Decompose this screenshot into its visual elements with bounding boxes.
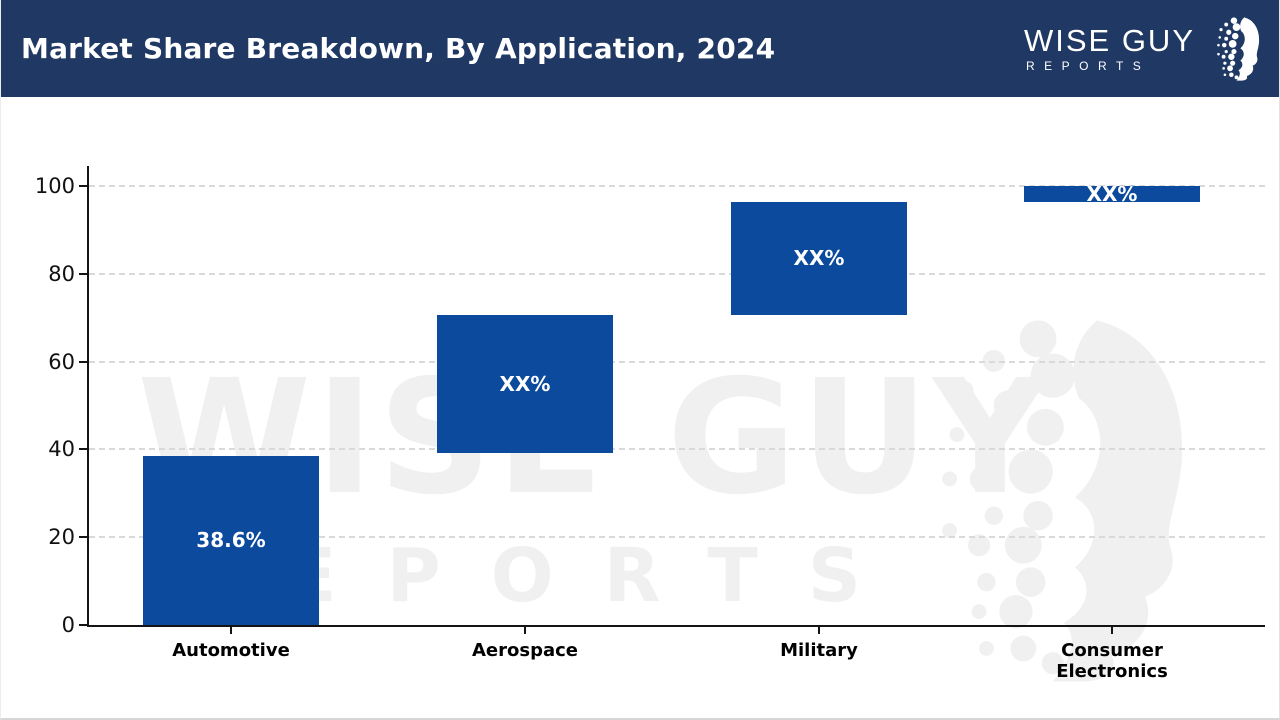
- x-axis-tick: [524, 627, 526, 634]
- x-axis-line: [87, 625, 1265, 627]
- bar-consumer-electronics: XX%: [1024, 186, 1200, 202]
- x-axis-label-military: Military: [780, 640, 858, 661]
- y-axis-tick: [79, 448, 88, 451]
- bar-aerospace: XX%: [437, 315, 613, 453]
- header-bar: Market Share Breakdown, By Application, …: [1, 0, 1279, 97]
- y-axis-tick-label: 20: [48, 525, 75, 550]
- chart-title: Market Share Breakdown, By Application, …: [21, 32, 776, 65]
- bar-value-label: XX%: [1086, 186, 1138, 202]
- x-axis-tick: [230, 627, 232, 634]
- waterfall-chart: WISE GUY REPORTS 02040608010038.6%38.6%A…: [1, 97, 1280, 718]
- y-axis-tick-label: 60: [48, 349, 75, 374]
- y-axis-tick: [79, 624, 88, 626]
- wiseguy-face-icon: [1217, 16, 1260, 81]
- gridline: [89, 536, 1265, 539]
- y-axis-tick-label: 80: [48, 261, 75, 286]
- gridline: [89, 272, 1265, 275]
- bar-automotive: 38.6%: [143, 455, 319, 625]
- y-axis-tick-label: 100: [34, 174, 75, 198]
- logo-text: WISE GUY REPORTS: [1024, 25, 1195, 72]
- gridline: [89, 360, 1265, 363]
- gridline: [89, 448, 1265, 451]
- y-axis-tick-label: 0: [61, 613, 75, 637]
- gridline: [89, 185, 1265, 187]
- bar-value-label: XX%: [793, 246, 845, 271]
- y-axis-line: [87, 166, 89, 627]
- bar-value-label: 38.6%: [196, 528, 266, 553]
- y-axis-tick: [79, 272, 88, 275]
- x-axis-label-consumer-electronics: Consumer Electronics: [1056, 640, 1168, 682]
- y-axis-tick-label: 40: [48, 437, 75, 462]
- x-axis-tick: [1111, 627, 1113, 634]
- x-axis-label-automotive: Automotive: [172, 640, 290, 661]
- x-axis-tick: [818, 627, 820, 634]
- y-axis-tick: [79, 536, 88, 539]
- y-axis-tick: [79, 185, 88, 187]
- wiseguy-logo: WISE GUY REPORTS: [1024, 16, 1261, 82]
- bar-military: XX%: [731, 201, 907, 316]
- x-axis-label-aerospace: Aerospace: [471, 640, 578, 661]
- logo-wordmark: WISE GUY: [1023, 23, 1195, 58]
- y-axis-tick: [79, 360, 88, 363]
- logo-subtext: REPORTS: [1025, 59, 1151, 73]
- bar-value-label: XX%: [499, 371, 551, 396]
